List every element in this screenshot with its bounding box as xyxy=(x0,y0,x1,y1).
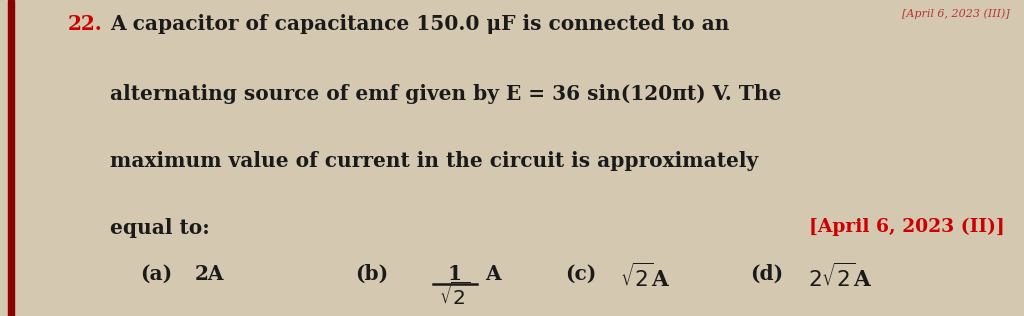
Text: (d): (d) xyxy=(750,264,783,284)
Text: [April 6, 2023 (II)]: [April 6, 2023 (II)] xyxy=(809,218,1005,236)
Text: 2A: 2A xyxy=(195,264,224,284)
Text: A capacitor of capacitance 150.0 μF is connected to an: A capacitor of capacitance 150.0 μF is c… xyxy=(110,14,729,34)
Text: $2\sqrt{2}$A: $2\sqrt{2}$A xyxy=(808,264,872,292)
Text: maximum value of current in the circuit is approximately: maximum value of current in the circuit … xyxy=(110,151,758,171)
Text: (b): (b) xyxy=(355,264,388,284)
Text: $\sqrt{2}$: $\sqrt{2}$ xyxy=(439,282,471,309)
Text: 22.: 22. xyxy=(68,14,102,34)
Text: (c): (c) xyxy=(565,264,596,284)
Text: alternating source of emf given by E = 36 sin(120πt) V. The: alternating source of emf given by E = 3… xyxy=(110,84,781,104)
Text: $\sqrt{2}$A: $\sqrt{2}$A xyxy=(620,264,671,292)
Text: (a): (a) xyxy=(140,264,172,284)
Text: [April 6, 2023 (III)]: [April 6, 2023 (III)] xyxy=(902,8,1010,19)
Text: A: A xyxy=(485,264,501,284)
Text: 1: 1 xyxy=(449,264,462,284)
Bar xyxy=(8,0,14,316)
Text: equal to:: equal to: xyxy=(110,218,210,238)
